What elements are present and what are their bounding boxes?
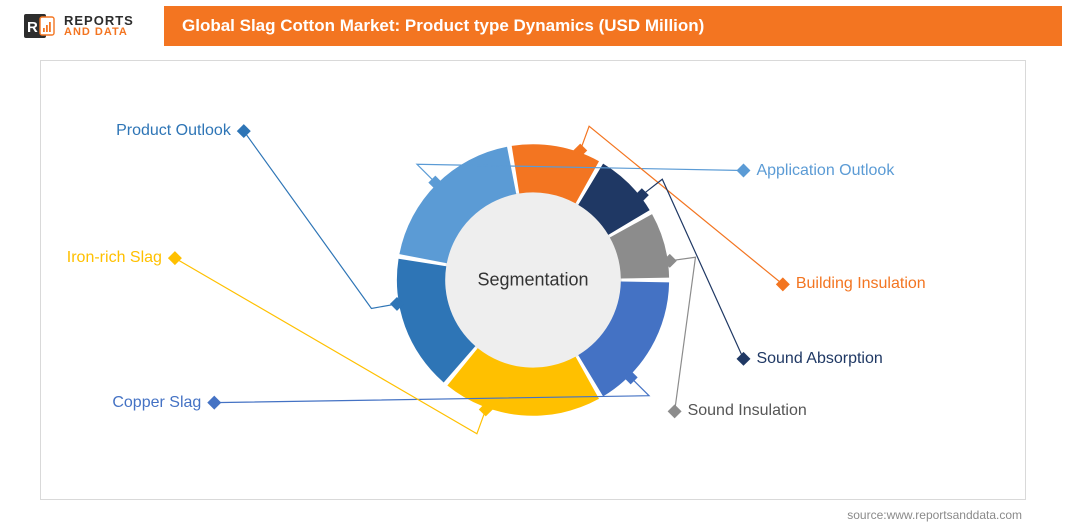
label-iron-rich-slag: Iron-rich Slag [67, 249, 162, 267]
label-application-outlook: Application Outlook [756, 162, 894, 180]
label-sound-insulation: Sound Insulation [688, 402, 807, 420]
source-attribution: source:www.reportsanddata.com [847, 508, 1022, 522]
diamond-label-iron-rich-slag [168, 251, 182, 265]
title-bar: Global Slag Cotton Market: Product type … [164, 6, 1062, 46]
label-copper-slag: Copper Slag [112, 394, 201, 412]
diamond-label-product-outlook [237, 124, 251, 138]
diamond-label-sound-insulation [668, 404, 682, 418]
label-building-insulation: Building Insulation [796, 275, 926, 293]
diamond-label-application-outlook [737, 164, 751, 178]
logo-icon: R [24, 11, 58, 41]
diamond-label-building-insulation [776, 277, 790, 291]
leader-sound-insulation [670, 257, 696, 411]
page-root: R REPORTS AND DATA Global Slag Cotton Ma… [0, 0, 1066, 528]
label-sound-absorption: Sound Absorption [756, 350, 882, 368]
label-product-outlook: Product Outlook [116, 122, 231, 140]
logo-text: REPORTS AND DATA [64, 14, 134, 38]
logo: R REPORTS AND DATA [4, 6, 164, 46]
svg-text:R: R [27, 19, 38, 36]
chart-frame: Segmentation Application Outlook Building… [40, 60, 1026, 500]
diamond-label-copper-slag [207, 396, 221, 410]
chart-area: Segmentation Application Outlook Building… [41, 61, 1025, 499]
diamond-label-sound-absorption [737, 352, 751, 366]
logo-text-bottom: AND DATA [64, 27, 134, 38]
header-bar: R REPORTS AND DATA Global Slag Cotton Ma… [4, 6, 1062, 46]
page-title: Global Slag Cotton Market: Product type … [182, 16, 704, 36]
leader-product-outlook [244, 131, 397, 308]
chart-center-label: Segmentation [477, 270, 588, 291]
